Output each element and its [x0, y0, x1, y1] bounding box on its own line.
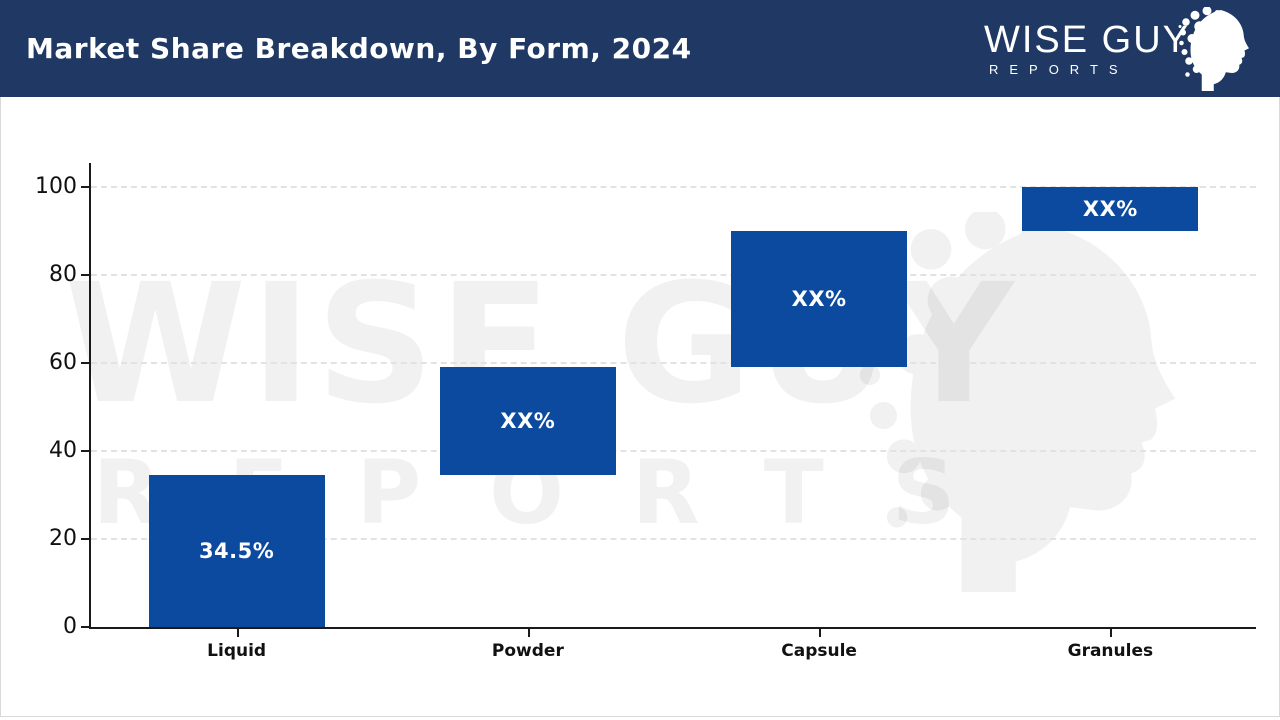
gridline-80	[91, 274, 1256, 276]
bar-value-label: XX%	[791, 287, 847, 312]
gridline-20	[91, 538, 1256, 540]
x-tick-label-granules: Granules	[1067, 641, 1154, 661]
x-tick-label-powder: Powder	[491, 641, 564, 661]
x-tick-label-liquid: Liquid	[207, 641, 267, 661]
x-tick-mark-powder	[527, 629, 530, 637]
gridline-40	[91, 450, 1256, 452]
y-tick-mark-0	[81, 626, 89, 628]
y-tick-label-20: 20	[49, 526, 77, 551]
bar-powder: XX%	[439, 367, 616, 476]
y-tick-label-60: 60	[49, 350, 77, 375]
y-tick-mark-40	[81, 450, 89, 452]
wiseguy-logo-text: WISE GUY REPORTS	[984, 21, 1190, 77]
y-tick-mark-100	[81, 186, 89, 188]
gridline-100	[91, 186, 1256, 188]
wiseguy-face-icon	[1178, 6, 1249, 91]
x-tick-mark-capsule	[819, 629, 822, 637]
bar-value-label: 34.5%	[198, 539, 275, 564]
gridline-60	[91, 362, 1256, 364]
y-tick-mark-20	[81, 538, 89, 540]
wiseguy-logo: WISE GUY REPORTS	[984, 6, 1254, 91]
bar-value-label: XX%	[500, 409, 556, 434]
y-tick-label-80: 80	[49, 262, 77, 287]
y-tick-label-40: 40	[49, 438, 77, 463]
y-tick-mark-60	[81, 362, 89, 364]
x-tick-label-capsule: Capsule	[781, 641, 857, 661]
bar-granules: XX%	[1022, 187, 1199, 231]
y-tick-label-100: 100	[35, 174, 77, 199]
chart-card: WISE GUY REPORTS 0 20 40 60 80 100 34.5% Liquid…	[0, 97, 1280, 717]
bar-capsule: XX%	[731, 231, 908, 368]
x-tick-mark-granules	[1110, 629, 1113, 637]
x-tick-mark-liquid	[236, 629, 239, 637]
bar-chart: 0 20 40 60 80 100 34.5% Liquid XX% Powder XX% Capsu…	[35, 163, 1256, 661]
page-title: Market Share Breakdown, By Form, 2024	[26, 32, 692, 65]
bar-value-label: XX%	[1082, 197, 1138, 221]
logo-wiseguy-label: WISE GUY	[983, 18, 1190, 61]
bar-liquid: 34.5%	[148, 475, 325, 627]
logo-reports-label: REPORTS	[988, 61, 1129, 77]
y-tick-mark-80	[81, 274, 89, 276]
header-bar: Market Share Breakdown, By Form, 2024 WI…	[0, 0, 1280, 97]
y-tick-label-0: 0	[63, 614, 77, 639]
